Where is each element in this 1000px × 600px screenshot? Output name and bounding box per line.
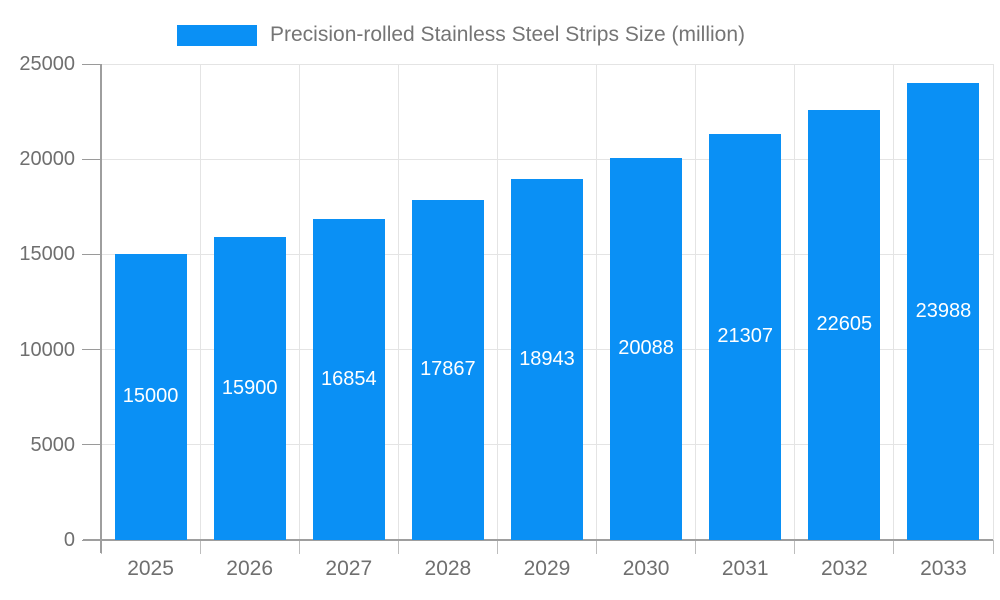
y-axis-tick: [82, 63, 101, 65]
bar-2027[interactable]: [312, 219, 385, 540]
gridline-vertical: [199, 64, 201, 540]
x-axis-tick: [298, 540, 300, 554]
x-axis-tick-label: 2029: [523, 557, 571, 580]
x-axis-tick-label: 2032: [820, 557, 868, 580]
y-axis-tick: [82, 158, 101, 160]
x-axis-tick: [794, 540, 796, 554]
x-axis-line: [83, 539, 993, 541]
legend-item[interactable]: Precision-rolled Stainless Steel Strips …: [177, 23, 745, 47]
x-axis-tick-label: 2033: [920, 557, 967, 580]
x-axis-tick: [695, 540, 697, 554]
x-axis-tick: [596, 540, 598, 554]
y-axis-tick-label: 0: [63, 529, 75, 551]
y-axis-tick: [82, 349, 101, 351]
x-axis-tick-label: 2025: [127, 557, 174, 580]
bar-2030[interactable]: [610, 157, 683, 540]
bar-2026[interactable]: [213, 237, 286, 540]
bar-2032[interactable]: [808, 109, 881, 540]
gridline-vertical: [794, 64, 796, 540]
x-axis-tick-label: 2027: [325, 557, 373, 580]
bar-2029[interactable]: [511, 179, 583, 540]
gridline-vertical: [893, 64, 895, 540]
legend-label: Precision-rolled Stainless Steel Strips …: [270, 23, 746, 46]
bar-2031[interactable]: [709, 134, 782, 540]
y-axis-tick-label: 25000: [19, 53, 75, 75]
bar-2028[interactable]: [411, 199, 484, 540]
y-axis-tick: [82, 253, 101, 255]
y-axis-line: [100, 64, 102, 553]
x-axis-tick: [893, 540, 895, 554]
gridline-vertical: [695, 64, 697, 540]
x-axis-tick: [397, 540, 399, 554]
gridline-vertical: [496, 64, 498, 540]
x-axis-tick-label: 2028: [424, 557, 472, 580]
gridline-horizontal: [101, 158, 993, 160]
gridline-vertical: [397, 64, 399, 540]
x-axis-tick-label: 2031: [721, 557, 769, 580]
legend-swatch: [177, 24, 257, 46]
x-axis-tick: [496, 540, 498, 554]
y-axis-tick-label: 20000: [19, 148, 75, 171]
x-axis-tick: [199, 540, 201, 554]
gridline-vertical: [596, 64, 598, 540]
y-axis-tick: [82, 444, 101, 446]
x-axis-tick: [992, 540, 994, 554]
gridline-horizontal: [101, 63, 993, 65]
bar-2033[interactable]: [907, 83, 980, 540]
x-axis-tick-label: 2026: [226, 557, 274, 580]
bar-2025[interactable]: [114, 254, 187, 540]
y-axis-tick-label: 15000: [19, 243, 75, 266]
y-axis-tick-label: 5000: [30, 433, 76, 456]
gridline-vertical: [992, 64, 994, 540]
y-axis-tick-label: 10000: [19, 338, 75, 361]
x-axis-tick-label: 2030: [622, 557, 670, 580]
gridline-vertical: [298, 64, 300, 540]
